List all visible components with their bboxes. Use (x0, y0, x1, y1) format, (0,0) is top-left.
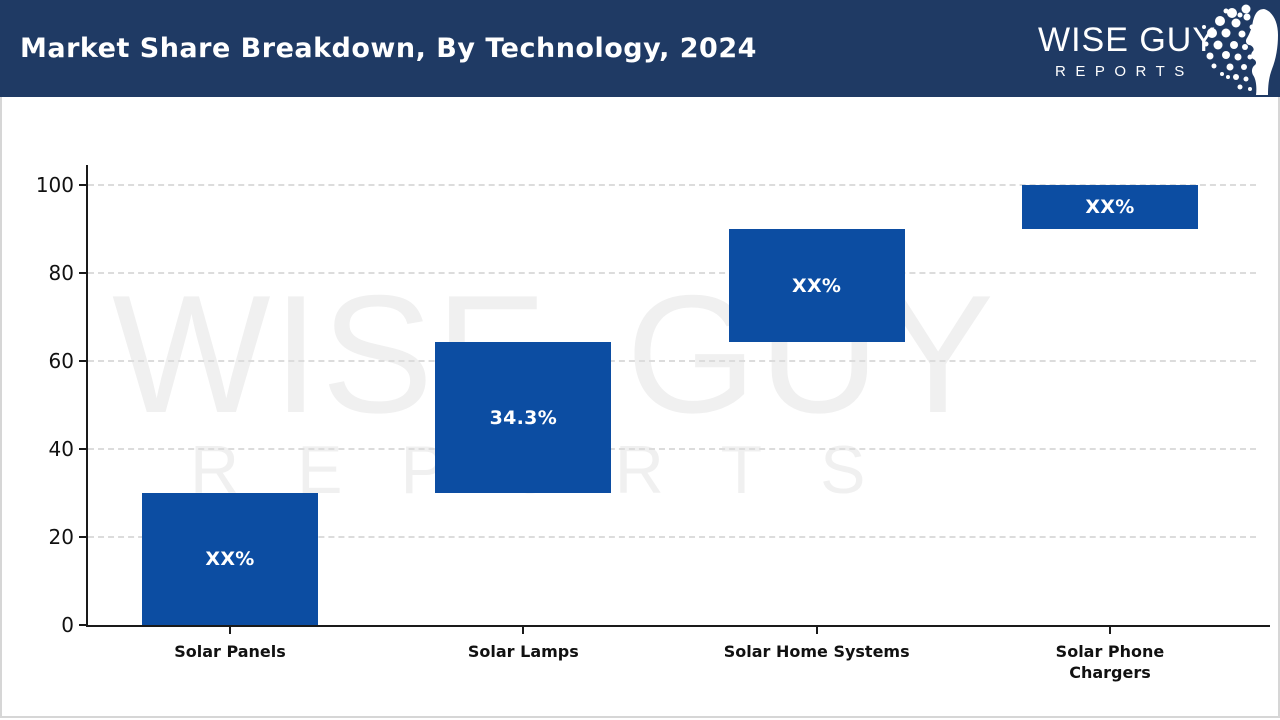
bar-value-label: XX% (1085, 196, 1135, 218)
header-bar: Market Share Breakdown, By Technology, 2… (0, 0, 1280, 97)
y-axis (86, 165, 88, 627)
y-tick-mark-40 (79, 448, 87, 450)
gridline-20 (88, 536, 1256, 538)
y-tick-mark-0 (79, 624, 87, 626)
bar-value-label: 34.3% (489, 406, 558, 429)
y-tick-label-40: 40 (48, 437, 74, 461)
y-tick-mark-80 (79, 272, 87, 274)
bar-solar-lamps: 34.3% (435, 342, 612, 493)
y-tick-mark-20 (79, 536, 87, 538)
wiseguy-logo: WISE GUY REPORTS (1038, 4, 1278, 95)
x-axis (86, 625, 1270, 627)
y-tick-mark-100 (79, 184, 87, 186)
logo-wordmark: WISE GUY (1038, 21, 1216, 59)
y-tick-label-80: 80 (48, 261, 74, 285)
x-tick-label-3: Solar Phone Chargers (1055, 642, 1165, 682)
gridline-40 (88, 448, 1256, 450)
page-title: Market Share Breakdown, By Technology, 2… (20, 33, 757, 64)
gridline-100 (88, 184, 1256, 186)
gridline-80 (88, 272, 1256, 274)
x-tick-mark-2 (815, 627, 818, 634)
x-tick-mark-3 (1108, 627, 1111, 634)
x-tick-label-1: Solar Lamps (467, 642, 579, 661)
logo-reports-text: REPORTS (1055, 63, 1194, 80)
wiseguy-head-icon (1202, 4, 1278, 95)
bar-solar-panels: XX% (142, 493, 318, 625)
bar-solar-phone-chargers: XX% (1021, 185, 1198, 229)
bar-value-label: XX% (205, 548, 255, 570)
x-tick-mark-0 (229, 627, 231, 634)
gridline-60 (88, 360, 1256, 362)
bar-value-label: XX% (792, 274, 842, 297)
y-tick-label-100: 100 (35, 173, 74, 197)
x-tick-label-0: Solar Panels (174, 642, 286, 661)
bar-solar-home-systems: XX% (728, 229, 905, 343)
y-tick-label-60: 60 (48, 349, 74, 373)
y-tick-mark-60 (79, 360, 87, 362)
x-tick-mark-1 (522, 627, 525, 634)
x-tick-label-2: Solar Home Systems (723, 642, 910, 661)
y-tick-label-0: 0 (61, 613, 74, 637)
y-tick-label-20: 20 (48, 525, 74, 549)
